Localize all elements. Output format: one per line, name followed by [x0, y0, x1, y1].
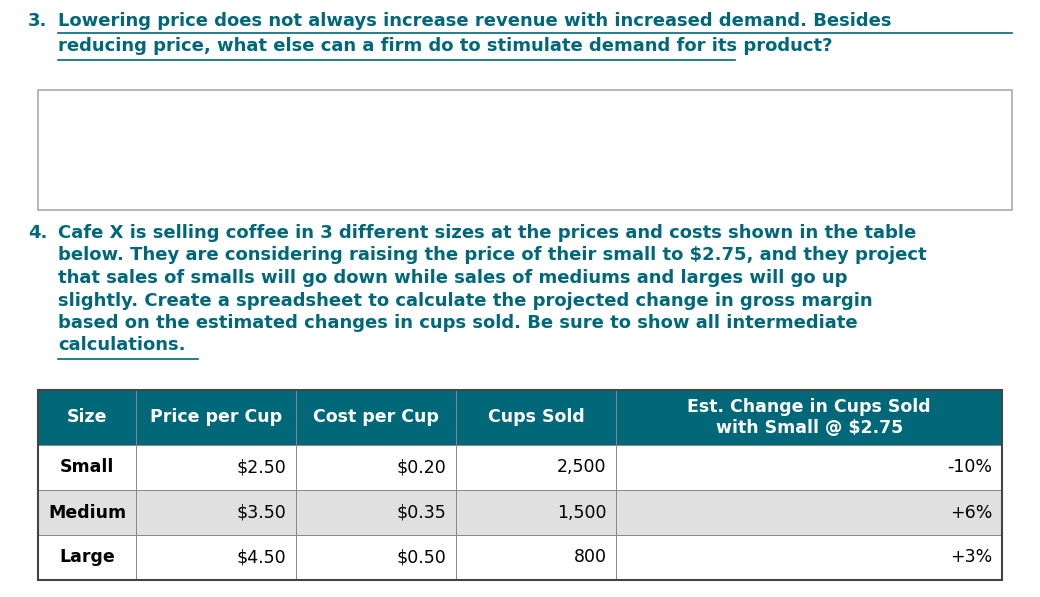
Text: calculations.: calculations. — [58, 337, 185, 355]
Text: 3.: 3. — [28, 12, 48, 30]
Text: 2,500: 2,500 — [556, 458, 606, 476]
Bar — [296, 445, 457, 490]
Bar — [457, 445, 617, 490]
Text: $0.20: $0.20 — [396, 458, 446, 476]
Text: +6%: +6% — [950, 503, 992, 522]
Text: that sales of smalls will go down while sales of mediums and larges will go up: that sales of smalls will go down while … — [58, 269, 848, 287]
Bar — [38, 445, 136, 490]
Bar — [38, 90, 1012, 210]
Bar — [136, 490, 296, 535]
Text: Size: Size — [67, 408, 107, 426]
Text: slightly. Create a spreadsheet to calculate the projected change in gross margin: slightly. Create a spreadsheet to calcul… — [58, 291, 873, 309]
Text: Cups Sold: Cups Sold — [488, 408, 584, 426]
Text: $3.50: $3.50 — [237, 503, 286, 522]
Text: +3%: +3% — [950, 549, 992, 567]
Text: Cost per Cup: Cost per Cup — [313, 408, 439, 426]
Bar — [296, 490, 457, 535]
Bar — [457, 490, 617, 535]
Text: based on the estimated changes in cups sold. Be sure to show all intermediate: based on the estimated changes in cups s… — [58, 314, 858, 332]
Bar — [38, 535, 136, 580]
Text: 4.: 4. — [28, 224, 48, 242]
Bar — [617, 445, 1002, 490]
Bar — [136, 390, 296, 445]
Bar — [136, 445, 296, 490]
Text: Price per Cup: Price per Cup — [150, 408, 283, 426]
Text: reducing price, what else can a firm do to stimulate demand for its product?: reducing price, what else can a firm do … — [58, 37, 832, 55]
Bar — [38, 390, 136, 445]
Bar — [296, 535, 457, 580]
Text: below. They are considering raising the price of their small to $2.75, and they : below. They are considering raising the … — [58, 247, 927, 264]
Text: Medium: Medium — [48, 503, 126, 522]
Text: Large: Large — [59, 549, 115, 567]
Bar — [457, 390, 617, 445]
Bar — [136, 535, 296, 580]
Text: Lowering price does not always increase revenue with increased demand. Besides: Lowering price does not always increase … — [58, 12, 891, 30]
Text: Small: Small — [60, 458, 114, 476]
Bar — [617, 490, 1002, 535]
Text: 800: 800 — [573, 549, 606, 567]
Bar — [38, 390, 1002, 580]
Text: $4.50: $4.50 — [237, 549, 286, 567]
Text: 1,500: 1,500 — [556, 503, 606, 522]
Bar — [457, 535, 617, 580]
Bar — [617, 535, 1002, 580]
Text: Est. Change in Cups Sold
with Small @ $2.75: Est. Change in Cups Sold with Small @ $2… — [687, 398, 931, 437]
Text: $0.50: $0.50 — [396, 549, 446, 567]
Text: $2.50: $2.50 — [237, 458, 286, 476]
Text: $0.35: $0.35 — [396, 503, 446, 522]
Bar — [296, 390, 457, 445]
Bar — [38, 490, 136, 535]
Text: Cafe X is selling coffee in 3 different sizes at the prices and costs shown in t: Cafe X is selling coffee in 3 different … — [58, 224, 916, 242]
Text: -10%: -10% — [947, 458, 992, 476]
Bar — [617, 390, 1002, 445]
